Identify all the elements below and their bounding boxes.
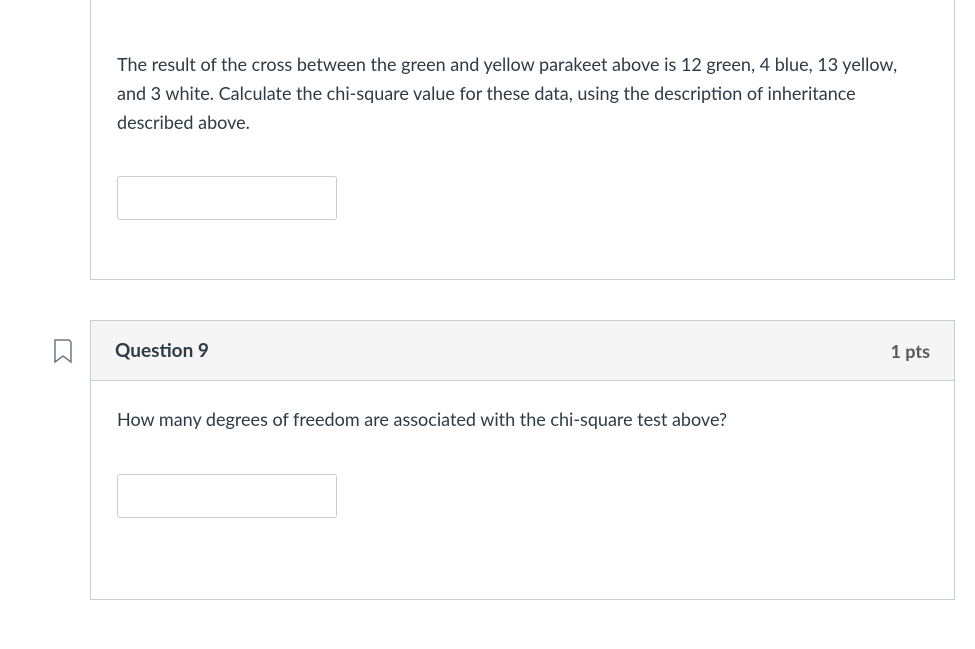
question-title: Question 9	[115, 339, 209, 362]
question-prompt: How many degrees of freedom are associat…	[117, 405, 928, 434]
bookmark-icon[interactable]	[52, 338, 74, 364]
question-card-bottom: Question 9 1 pts How many degrees of fre…	[90, 320, 955, 600]
question-card-top: The result of the cross between the gree…	[90, 0, 955, 280]
answer-input[interactable]	[117, 176, 337, 220]
question-header: Question 9 1 pts	[91, 321, 954, 381]
question-body: How many degrees of freedom are associat…	[91, 381, 954, 542]
answer-input[interactable]	[117, 474, 337, 518]
question-points: 1 pts	[890, 340, 930, 362]
question-prompt: The result of the cross between the gree…	[117, 50, 928, 136]
question-body: The result of the cross between the gree…	[91, 0, 954, 244]
